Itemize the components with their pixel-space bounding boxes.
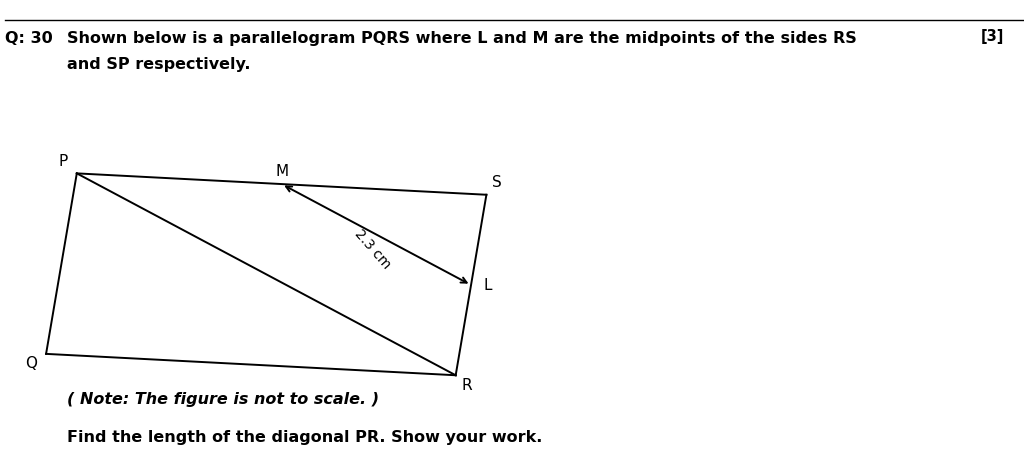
Text: [3]: [3] — [981, 28, 1005, 44]
Text: ( Note: The figure is not to scale. ): ( Note: The figure is not to scale. ) — [67, 392, 379, 407]
Text: P: P — [58, 154, 68, 169]
Text: and SP respectively.: and SP respectively. — [67, 57, 250, 72]
Text: 2.3 cm: 2.3 cm — [352, 227, 393, 272]
Text: M: M — [275, 164, 288, 179]
Text: R: R — [461, 378, 472, 393]
Text: Find the length of the diagonal PR. Show your work.: Find the length of the diagonal PR. Show… — [67, 430, 542, 445]
Text: Q: 30: Q: 30 — [5, 31, 53, 46]
Text: L: L — [484, 277, 493, 293]
Text: Q: Q — [25, 356, 37, 371]
Text: S: S — [492, 175, 502, 190]
Text: Shown below is a parallelogram PQRS where L and M are the midpoints of the sides: Shown below is a parallelogram PQRS wher… — [67, 31, 856, 46]
